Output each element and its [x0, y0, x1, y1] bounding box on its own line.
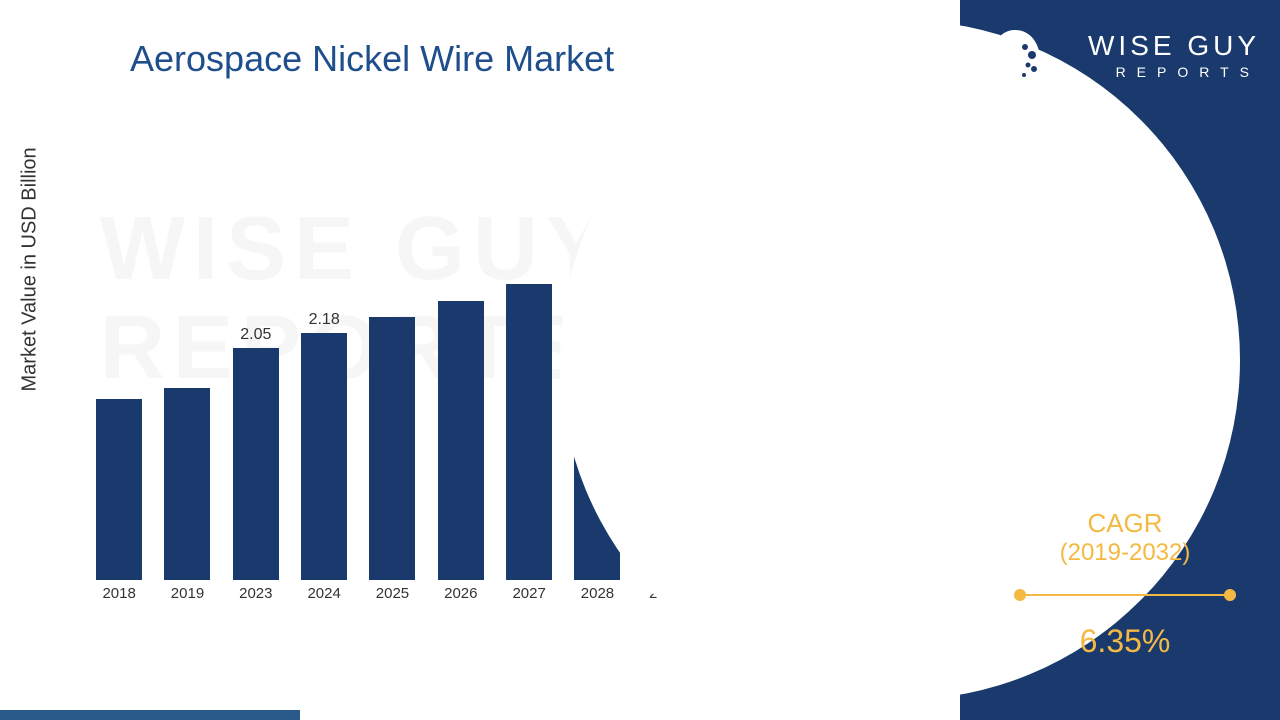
right-panel: WISE GUY REPORTS CAGR (2019-2032) 6.35%	[960, 0, 1280, 720]
chart-title: Aerospace Nickel Wire Market	[130, 38, 614, 80]
bar-value-label: 2.18	[309, 311, 340, 329]
bar-group	[432, 301, 490, 581]
bar-group: 2.18	[295, 333, 353, 580]
bar	[506, 284, 552, 580]
bar-group: 2.05	[227, 348, 285, 580]
cagr-value: 6.35%	[1000, 623, 1250, 660]
cagr-block: CAGR (2019-2032) 6.35%	[1000, 508, 1250, 660]
x-axis-label: 2018	[90, 585, 148, 602]
bar: 2.05	[233, 348, 279, 580]
x-axis-label: 2027	[500, 585, 558, 602]
cagr-divider	[1000, 585, 1250, 605]
x-axis-label: 2025	[363, 585, 421, 602]
bar-group	[363, 317, 421, 580]
cagr-period: (2019-2032)	[1000, 539, 1250, 567]
bar-group	[90, 399, 148, 580]
main-container: WISE GUY REPORTS Aerospace Nickel Wire M…	[0, 0, 1280, 720]
bar-group	[158, 388, 216, 580]
bar	[438, 301, 484, 581]
bottom-accent-strip	[0, 710, 300, 720]
x-axis-label: 2024	[295, 585, 353, 602]
x-axis-label: 2028	[568, 585, 626, 602]
logo-head-icon	[980, 25, 1050, 105]
cagr-dot-right	[1224, 589, 1236, 601]
x-axis-label: 2019	[158, 585, 216, 602]
y-axis-label: Market Value in USD Billion	[19, 147, 42, 391]
cagr-divider-line	[1020, 594, 1230, 596]
x-axis-label: 2023	[227, 585, 285, 602]
brand-logo: WISE GUY REPORTS	[1088, 30, 1260, 80]
bar	[96, 399, 142, 580]
logo-line2: REPORTS	[1088, 64, 1260, 80]
x-axis-label: 2026	[432, 585, 490, 602]
cagr-dot-left	[1014, 589, 1026, 601]
logo-line1: WISE GUY	[1088, 30, 1260, 62]
bar-group	[500, 284, 558, 580]
bar: 2.18	[301, 333, 347, 580]
bar	[164, 388, 210, 580]
bar-value-label: 2.05	[240, 326, 271, 344]
bar	[369, 317, 415, 580]
cagr-title: CAGR	[1000, 508, 1250, 539]
